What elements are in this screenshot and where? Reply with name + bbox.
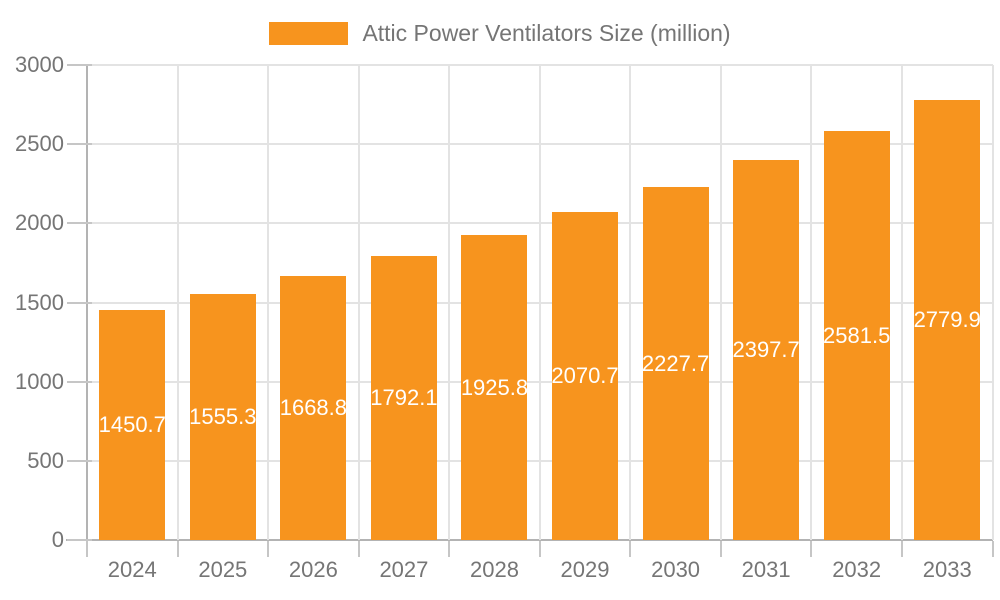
y-tick-label: 2500 bbox=[15, 131, 64, 157]
x-tick bbox=[991, 541, 994, 557]
bar-value-label: 2779.9 bbox=[914, 306, 981, 332]
y-tick-label: 1000 bbox=[15, 368, 64, 394]
x-tick bbox=[538, 541, 541, 557]
bar-value-label: 1450.7 bbox=[99, 412, 166, 438]
legend-swatch bbox=[269, 21, 349, 45]
bar: 1925.8 bbox=[461, 235, 528, 540]
y-tick-label: 2000 bbox=[15, 210, 64, 236]
x-tick-label: 2030 bbox=[651, 557, 701, 582]
bar: 2227.7 bbox=[642, 187, 709, 540]
bar: 1668.8 bbox=[280, 275, 347, 540]
bar: 2581.5 bbox=[823, 131, 890, 540]
bar: 1792.1 bbox=[370, 256, 437, 540]
x-tick-label: 2032 bbox=[832, 557, 882, 582]
y-tick bbox=[67, 301, 92, 304]
x-tick bbox=[86, 541, 88, 557]
x-tick-label: 2024 bbox=[107, 557, 157, 582]
bar-value-label: 1668.8 bbox=[280, 394, 347, 420]
bar-value-label: 2581.5 bbox=[823, 322, 890, 348]
x-gridline bbox=[267, 65, 270, 540]
bar: 2070.7 bbox=[552, 212, 619, 540]
x-tick bbox=[810, 541, 813, 557]
bar-value-label: 2070.7 bbox=[552, 363, 619, 389]
x-tick bbox=[267, 541, 270, 557]
x-tick bbox=[900, 541, 903, 557]
x-gridline bbox=[991, 65, 994, 540]
x-tick bbox=[357, 541, 360, 557]
x-tick bbox=[176, 541, 179, 557]
bar-value-label: 1792.1 bbox=[370, 385, 437, 411]
x-gridline bbox=[719, 65, 722, 540]
x-tick-label: 2028 bbox=[469, 557, 519, 582]
x-gridline bbox=[810, 65, 813, 540]
y-tick bbox=[67, 222, 92, 225]
bar-value-label: 2227.7 bbox=[642, 350, 709, 376]
y-tick-label: 3000 bbox=[15, 52, 64, 77]
x-gridline bbox=[900, 65, 903, 540]
plot-area: 1450.7 1555.3 1668.8 1792.1 1925.8 2070.7 2227… bbox=[87, 64, 994, 540]
y-axis-line bbox=[86, 65, 88, 556]
y-tick bbox=[67, 539, 92, 541]
x-tick bbox=[448, 541, 451, 557]
bar-value-label: 1925.8 bbox=[461, 374, 528, 400]
x-gridline bbox=[357, 65, 360, 540]
chart-legend: Attic Power Ventilators Size (million) bbox=[0, 14, 1000, 52]
bar: 2397.7 bbox=[733, 160, 800, 540]
x-tick-label: 2033 bbox=[922, 557, 972, 582]
bar: 1450.7 bbox=[99, 310, 166, 540]
y-tick bbox=[67, 380, 92, 383]
x-gridline bbox=[176, 65, 179, 540]
x-axis-line bbox=[66, 539, 993, 541]
x-gridline bbox=[538, 65, 541, 540]
x-tick bbox=[629, 541, 632, 557]
legend-label: Attic Power Ventilators Size (million) bbox=[362, 19, 731, 46]
x-tick-label: 2026 bbox=[288, 557, 338, 582]
y-tick bbox=[67, 459, 92, 462]
x-tick-label: 2025 bbox=[198, 557, 248, 582]
bar: 2779.9 bbox=[914, 99, 981, 540]
x-gridline bbox=[448, 65, 451, 540]
y-tick-label: 0 bbox=[51, 527, 64, 552]
bar-value-label: 2397.7 bbox=[733, 337, 800, 363]
bar: 1555.3 bbox=[189, 293, 256, 540]
x-tick-label: 2029 bbox=[560, 557, 610, 582]
x-tick-label: 2027 bbox=[379, 557, 429, 582]
y-tick-label: 1500 bbox=[15, 289, 64, 315]
x-tick bbox=[719, 541, 722, 557]
bar-value-label: 1555.3 bbox=[189, 403, 256, 429]
x-tick-label: 2031 bbox=[741, 557, 791, 582]
x-gridline bbox=[629, 65, 632, 540]
y-tick bbox=[67, 143, 92, 146]
y-tick bbox=[67, 64, 92, 66]
y-tick-label: 500 bbox=[27, 447, 64, 473]
